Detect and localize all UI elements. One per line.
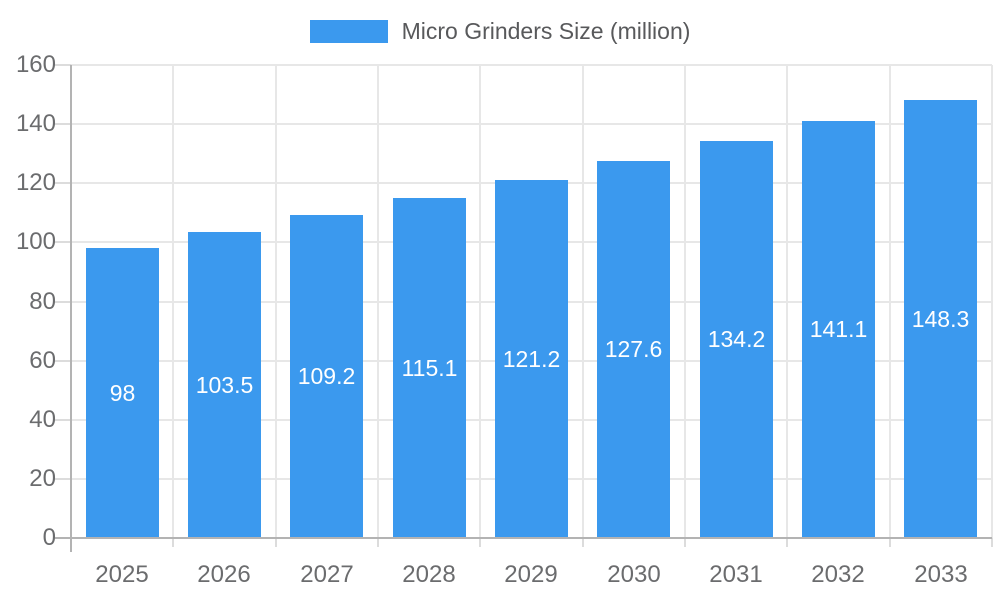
y-axis-label-120: 120 <box>15 169 56 196</box>
y-axis-label-160: 160 <box>15 51 56 78</box>
bar-value-label-2025: 98 <box>109 379 136 406</box>
gridline-vertical-9 <box>991 65 993 538</box>
gridline-horizontal-140 <box>71 123 992 125</box>
gridline-vertical-7 <box>786 65 788 538</box>
bar-value-label-2028: 115.1 <box>401 354 458 381</box>
y-axis-tick-20 <box>55 478 71 480</box>
y-axis-label-140: 140 <box>15 110 56 137</box>
y-axis-label-60: 60 <box>29 347 56 374</box>
y-axis-tick-100 <box>55 241 71 243</box>
bar-2033[interactable]: 148.3 <box>904 100 977 538</box>
x-axis-tick-5 <box>582 538 584 547</box>
y-axis-label-40: 40 <box>29 406 56 433</box>
y-axis-tick-160 <box>55 64 71 66</box>
y-axis-label-20: 20 <box>29 465 56 492</box>
x-axis-tick-1 <box>172 538 174 547</box>
y-axis-tick-120 <box>55 182 71 184</box>
gridline-vertical-5 <box>582 65 584 538</box>
bar-value-label-2030: 127.6 <box>604 336 663 362</box>
bar-value-label-2027: 109.2 <box>297 363 356 389</box>
y-axis-tick-40 <box>55 419 71 421</box>
bar-value-label-2031: 134.2 <box>707 326 766 352</box>
x-axis-tick-8 <box>889 538 891 547</box>
bar-2029[interactable]: 121.2 <box>495 180 568 538</box>
bar-2027[interactable]: 109.2 <box>290 215 363 538</box>
x-axis-label-2029: 2029 <box>504 561 558 588</box>
bar-2031[interactable]: 134.2 <box>700 141 773 538</box>
bar-2025[interactable]: 98 <box>86 248 159 538</box>
x-axis-tick-9 <box>991 538 993 547</box>
x-axis-label-2026: 2026 <box>197 561 251 588</box>
y-axis-line <box>70 65 72 552</box>
gridline-horizontal-160 <box>71 64 992 66</box>
x-axis-label-2025: 2025 <box>95 561 149 588</box>
legend-label: Micro Grinders Size (million) <box>401 18 691 44</box>
x-axis-label-2033: 2033 <box>914 561 968 588</box>
bar-2032[interactable]: 141.1 <box>802 121 875 538</box>
gridline-vertical-4 <box>479 65 481 538</box>
x-axis-label-2030: 2030 <box>607 561 661 588</box>
bar-value-label-2026: 103.5 <box>195 371 254 398</box>
y-axis-tick-140 <box>55 123 71 125</box>
x-axis-tick-4 <box>479 538 481 547</box>
x-axis-line <box>55 537 992 539</box>
y-axis-label-100: 100 <box>15 228 56 255</box>
x-axis-tick-7 <box>786 538 788 547</box>
x-axis-tick-2 <box>275 538 277 547</box>
gridline-vertical-3 <box>377 65 379 538</box>
legend-swatch <box>309 20 388 43</box>
x-axis-label-2031: 2031 <box>709 561 763 588</box>
x-axis-label-2032: 2032 <box>811 561 865 588</box>
bar-2028[interactable]: 115.1 <box>393 198 466 538</box>
gridline-vertical-8 <box>889 65 891 538</box>
x-axis-label-2027: 2027 <box>300 561 354 588</box>
gridline-vertical-6 <box>684 65 686 538</box>
gridline-vertical-2 <box>275 65 277 538</box>
bar-value-label-2029: 121.2 <box>502 345 561 372</box>
y-axis-tick-60 <box>55 360 71 362</box>
bar-2026[interactable]: 103.5 <box>188 232 261 538</box>
y-axis-tick-80 <box>55 301 71 303</box>
chart-legend[interactable]: Micro Grinders Size (million) <box>0 19 1000 44</box>
y-axis-label-0: 0 <box>42 524 56 551</box>
bar-2030[interactable]: 127.6 <box>597 161 670 538</box>
x-axis-label-2028: 2028 <box>402 561 456 588</box>
bar-value-label-2033: 148.3 <box>911 305 970 332</box>
x-axis-tick-6 <box>684 538 686 547</box>
bar-value-label-2032: 141.1 <box>809 316 868 342</box>
y-axis-label-80: 80 <box>29 288 56 315</box>
gridline-vertical-1 <box>172 65 174 538</box>
x-axis-tick-3 <box>377 538 379 547</box>
